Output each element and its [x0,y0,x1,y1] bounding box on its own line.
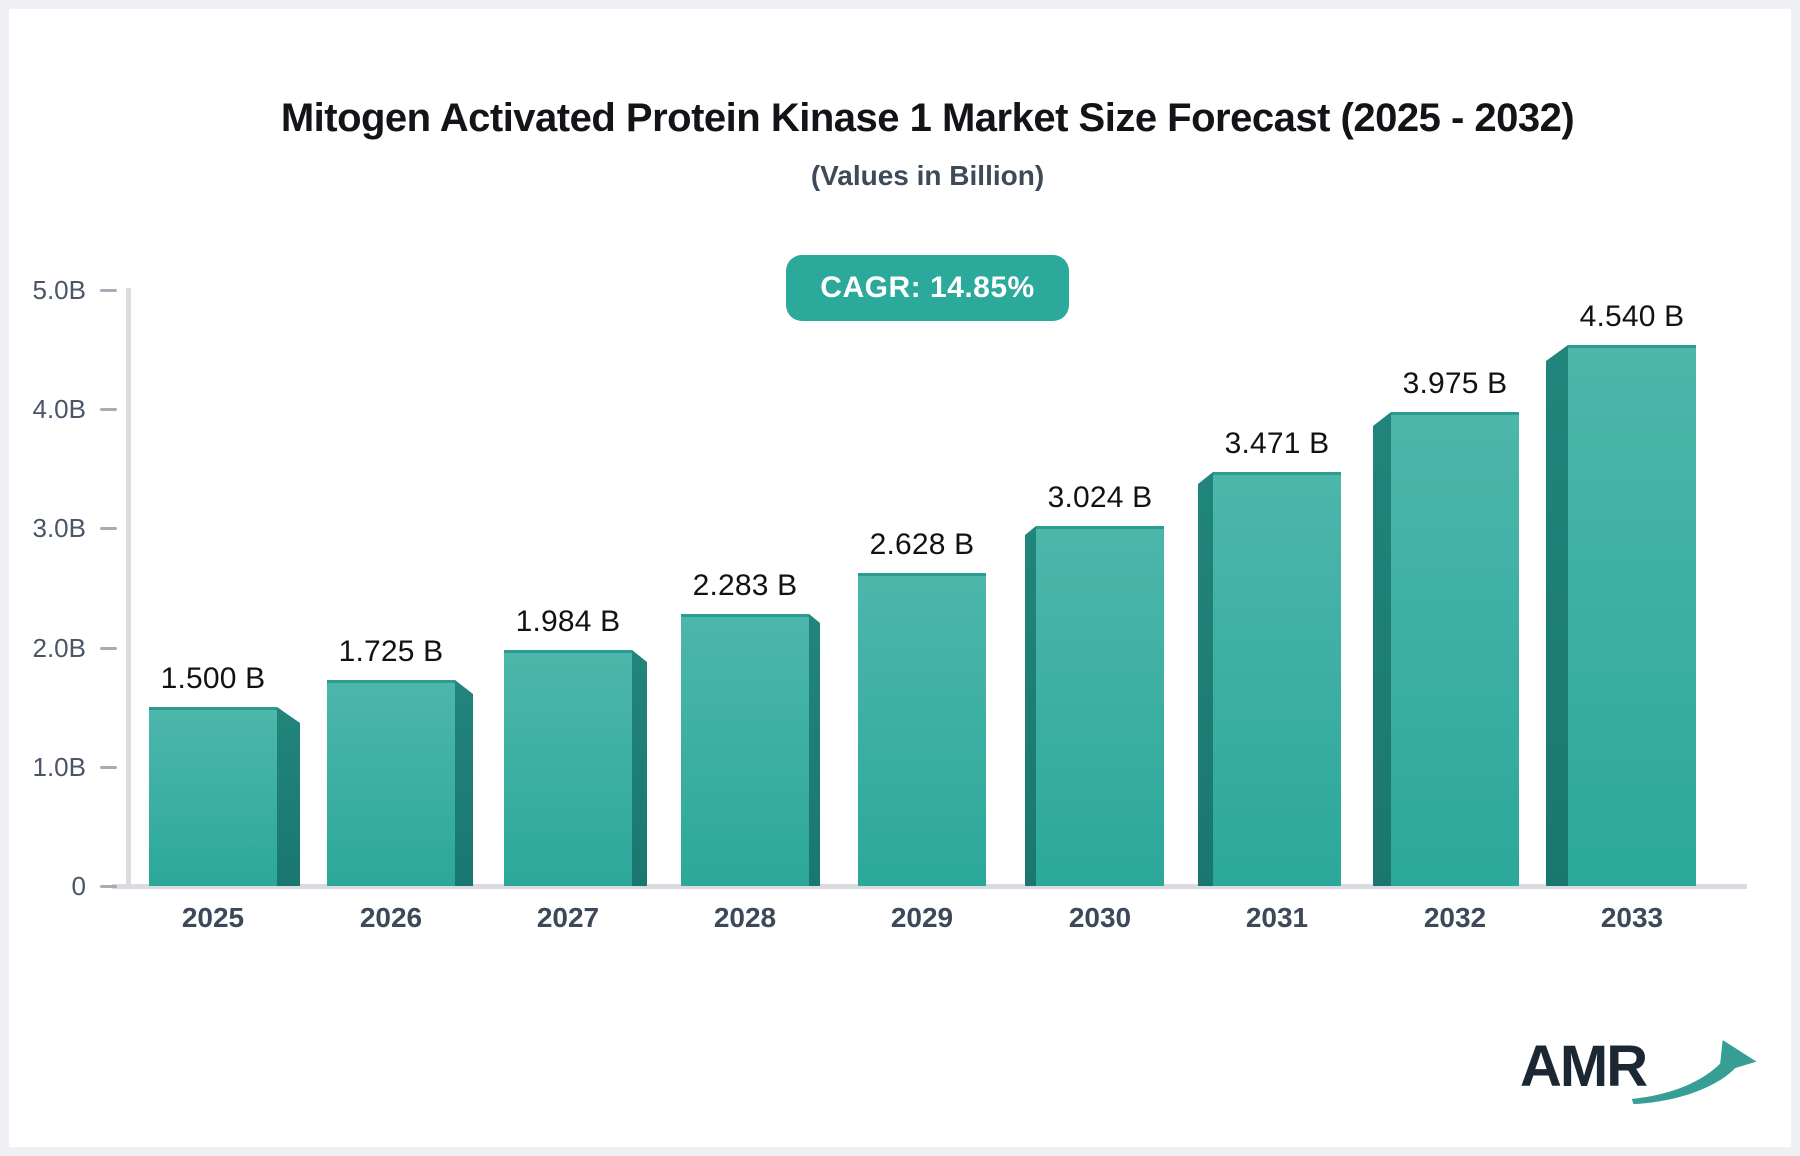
y-axis-tick-mark [100,527,117,531]
x-axis-label-2032: 2032 [1423,902,1487,933]
bar-value-label: 4.540 B [1579,300,1685,333]
bar-value-label: 2.283 B [692,569,798,602]
bar-side-face [1373,412,1391,886]
bar-face-2026 [327,680,455,886]
amr-logo-text: AMR [1520,1034,1648,1099]
x-axis-label-2031: 2031 [1245,902,1309,933]
bar-value-label: 3.975 B [1402,367,1508,400]
cagr-badge: CAGR: 14.85% [786,255,1069,321]
x-axis-line [112,884,1747,889]
y-axis-tick-label: 5.0B [32,275,87,305]
y-axis-tick-label: 4.0B [32,394,87,425]
bar-face-2028 [681,614,809,886]
y-axis-tick-mark [100,765,117,769]
bar-face-2027 [504,650,632,886]
x-axis-label-2027: 2027 [536,902,600,933]
bar-side-face [1025,526,1036,886]
bar-side-face [809,614,820,886]
y-axis-line [126,288,131,889]
y-axis-tick-label: 3.0B [32,513,87,544]
y-axis-tick-label: 2.0B [32,632,87,663]
chart-title: Mitogen Activated Protein Kinase 1 Marke… [280,96,1575,140]
bar-value-label: 1.725 B [338,635,444,668]
bar-value-label: 1.500 B [160,662,266,695]
x-axis-label-2026: 2026 [359,902,423,933]
bar-face-2033 [1568,345,1696,886]
bar-value-label: 3.024 B [1047,481,1153,514]
bar-side-face [277,707,300,886]
x-axis-label-2033: 2033 [1600,902,1664,933]
y-axis-tick-mark [100,408,117,412]
growth-arrow-icon [1631,1039,1757,1105]
bar-face-2025 [149,707,277,886]
bar-side-face [632,650,647,886]
y-axis-tick-mark [100,885,117,888]
y-axis-tick-mark [100,289,117,292]
amr-logo: AMR [1520,1022,1760,1112]
bar-value-label: 2.628 B [869,528,975,561]
bar-side-face [1198,472,1213,886]
y-axis-tick-label: 1.0B [32,751,87,782]
y-axis-tick-label: 0 [71,871,86,901]
cagr-badge-wrap: CAGR: 14.85% [110,255,1745,321]
chart-subtitle: (Values in Billion) [810,160,1045,191]
bar-face-2031 [1213,472,1341,886]
x-axis-label-2025: 2025 [181,902,245,933]
bar-value-label: 3.471 B [1224,427,1330,460]
bar-face-2032 [1391,412,1519,886]
x-axis-label-2028: 2028 [713,902,777,933]
bar-value-label: 1.984 B [515,605,621,638]
bar-face-2030 [1036,526,1164,886]
x-axis-label-2029: 2029 [890,902,954,933]
bar-face-2029 [858,573,986,886]
y-axis-tick-mark [100,646,117,650]
bar-side-face [455,680,473,886]
bar-side-face [1546,345,1568,886]
x-axis-label-2030: 2030 [1068,902,1132,933]
